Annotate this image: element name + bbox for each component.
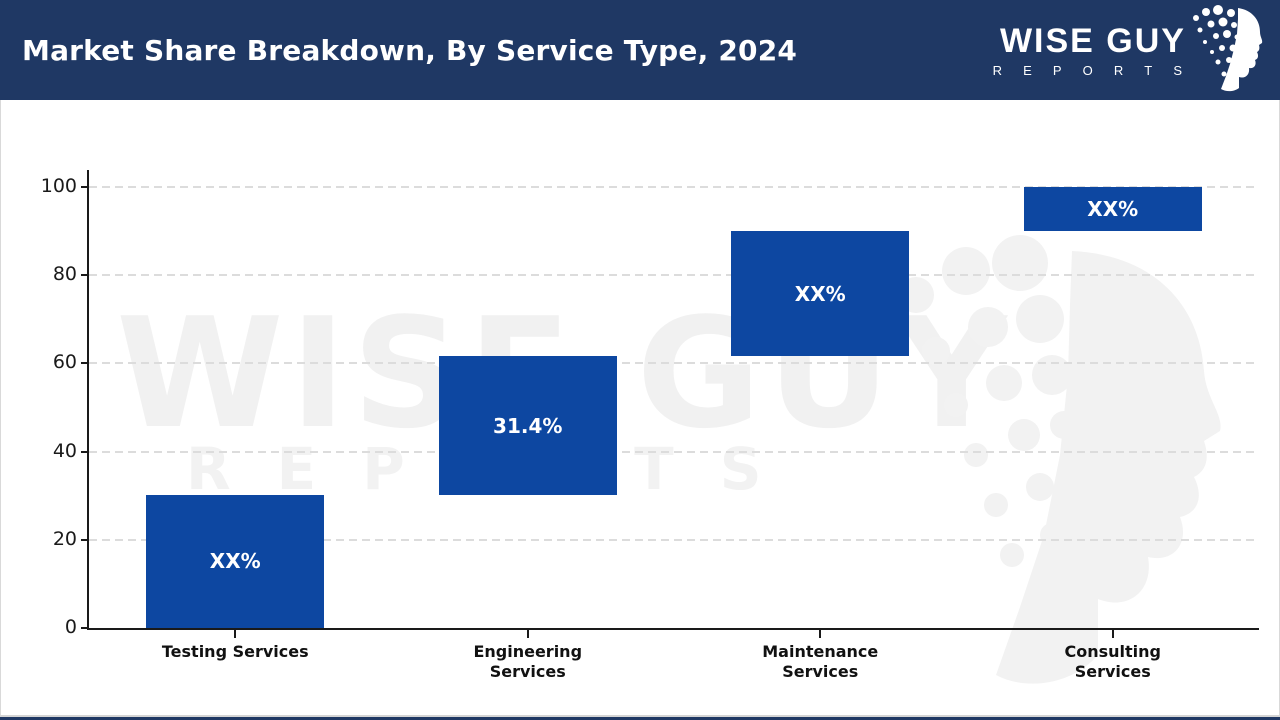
x-category-label: Testing Services bbox=[115, 642, 355, 662]
y-tick-label: 20 bbox=[52, 527, 77, 550]
bar-value-label: XX% bbox=[1087, 197, 1139, 222]
brand-face-icon bbox=[1188, 4, 1266, 96]
y-tick-100 bbox=[81, 186, 89, 188]
gridline-y60 bbox=[89, 362, 1259, 365]
bar-segment: XX% bbox=[731, 231, 910, 357]
x-category-line: Services bbox=[1074, 662, 1151, 681]
x-category-label: Engineering Services bbox=[408, 642, 648, 682]
bar-segment: XX% bbox=[146, 494, 325, 628]
x-category-line: Services bbox=[782, 662, 859, 681]
y-axis-line bbox=[87, 170, 89, 630]
brand-logo: WISE GUY R E P O R T S bbox=[993, 0, 1266, 100]
x-tick bbox=[234, 630, 237, 638]
x-tick bbox=[526, 630, 529, 638]
y-tick-label: 0 bbox=[64, 616, 77, 638]
brand-wordmark: WISE GUY R E P O R T S bbox=[993, 22, 1186, 78]
brand-subtitle: R E P O R T S bbox=[992, 63, 1192, 78]
y-tick-20 bbox=[81, 538, 89, 541]
page-title: Market Share Breakdown, By Service Type,… bbox=[22, 33, 798, 67]
gridline-y100 bbox=[89, 186, 1259, 188]
bar-value-label: 31.4% bbox=[493, 413, 563, 438]
y-tick-label: 80 bbox=[52, 263, 77, 286]
x-category-line: Services bbox=[489, 662, 566, 681]
bar-segment: 31.4% bbox=[438, 356, 617, 495]
y-tick-label: 40 bbox=[52, 439, 77, 462]
bar-value-label: XX% bbox=[209, 549, 261, 574]
brand-name: WISE GUY bbox=[999, 22, 1186, 60]
x-tick bbox=[1111, 630, 1114, 638]
bottom-border bbox=[0, 715, 1280, 717]
gridline-y20 bbox=[89, 538, 1259, 541]
gridline-y40 bbox=[89, 450, 1259, 453]
gridline-y80 bbox=[89, 274, 1259, 277]
x-category-line: Engineering bbox=[473, 642, 583, 661]
x-category-label: Maintenance Services bbox=[700, 642, 940, 682]
footer-strip bbox=[0, 717, 1280, 720]
bar-segment: XX% bbox=[1023, 187, 1202, 232]
x-axis-line bbox=[87, 628, 1259, 630]
x-category-label: Consulting Services bbox=[993, 642, 1233, 682]
y-tick-0 bbox=[81, 627, 89, 629]
watermark-face-icon bbox=[856, 215, 1276, 715]
y-tick-label: 60 bbox=[52, 351, 77, 374]
y-tick-label: 100 bbox=[40, 175, 77, 197]
x-category-line: Consulting bbox=[1064, 642, 1162, 661]
y-tick-80 bbox=[81, 274, 89, 277]
y-tick-40 bbox=[81, 450, 89, 453]
header: Market Share Breakdown, By Service Type,… bbox=[0, 0, 1280, 100]
x-tick bbox=[819, 630, 822, 638]
bar-value-label: XX% bbox=[794, 281, 846, 306]
x-category-line: Testing Services bbox=[161, 642, 309, 661]
y-tick-60 bbox=[81, 362, 89, 365]
x-category-line: Maintenance bbox=[762, 642, 879, 661]
